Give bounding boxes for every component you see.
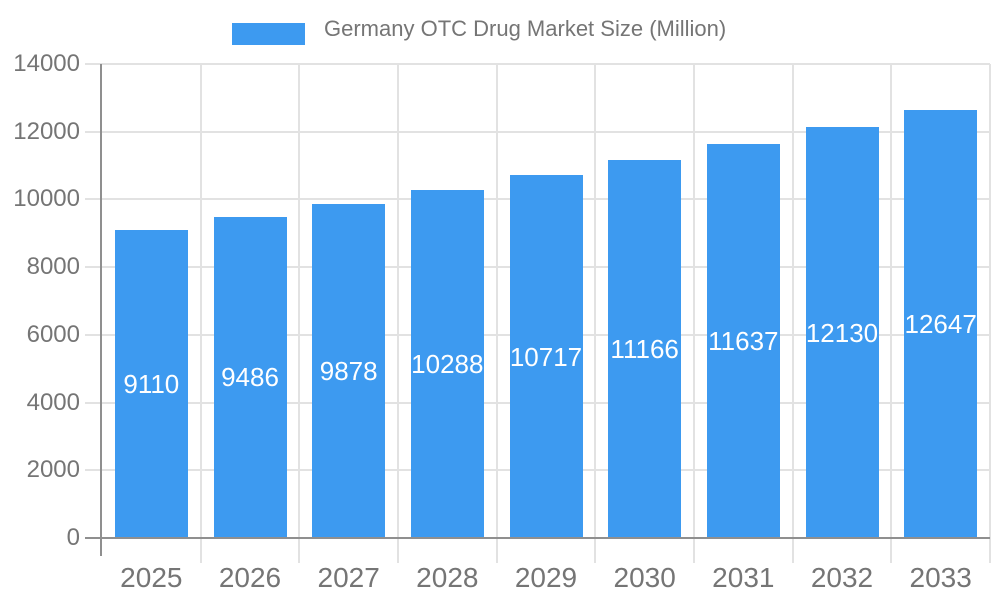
bar-2032[interactable] <box>805 127 879 538</box>
ytick-12000 <box>85 130 102 133</box>
bar-value-label-2030: 11166 <box>610 333 679 364</box>
ytick-4000 <box>85 401 102 404</box>
bar-value-label-2032: 12130 <box>805 317 879 348</box>
x-axis-line <box>85 537 990 539</box>
gridline-x-6 <box>693 64 695 563</box>
y-axis-line <box>100 64 102 556</box>
bar-2028[interactable] <box>410 189 484 538</box>
xtick-label-2029: 2029 <box>514 562 578 593</box>
ytick-label-8000: 8000 <box>26 253 80 281</box>
xtick-label-2025: 2025 <box>120 562 183 593</box>
gridline-y-14000 <box>102 63 990 65</box>
legend-swatch <box>232 23 305 45</box>
bar-value-label-2025: 9110 <box>123 368 180 399</box>
xtick-label-2030: 2030 <box>613 562 676 593</box>
gridline-x-3 <box>397 64 399 563</box>
legend: Germany OTC Drug Market Size (Million) <box>232 16 726 47</box>
ytick-6000 <box>85 333 102 336</box>
chart-title: Germany OTC Drug Market Size (Million) <box>324 16 727 41</box>
bar-value-label-2027: 9878 <box>319 355 378 386</box>
bar-2029[interactable] <box>509 175 583 538</box>
ytick-label-12000: 12000 <box>13 117 80 145</box>
gridline-x-5 <box>594 64 597 563</box>
ytick-label-2000: 2000 <box>26 456 80 484</box>
ytick-label-4000: 4000 <box>26 388 80 416</box>
gridline-y-12000 <box>102 130 990 133</box>
bar-value-label-2033: 12647 <box>904 308 977 339</box>
bar-2027[interactable] <box>312 203 386 538</box>
xtick-label-2033: 2033 <box>909 562 972 593</box>
xtick-label-2031: 2031 <box>712 562 775 593</box>
xtick-label-2026: 2026 <box>218 562 282 593</box>
xtick-label-2028: 2028 <box>416 562 479 593</box>
gridline-x-2 <box>298 64 301 563</box>
ytick-10000 <box>85 198 102 201</box>
ytick-14000 <box>85 63 102 65</box>
bar-value-label-2029: 10717 <box>509 341 583 372</box>
gridline-x-7 <box>791 64 794 563</box>
bar-2030[interactable] <box>608 159 682 538</box>
bar-2033[interactable] <box>904 109 978 538</box>
ytick-2000 <box>85 469 102 472</box>
bar-2026[interactable] <box>213 216 287 538</box>
ytick-label-6000: 6000 <box>26 320 80 348</box>
bar-value-label-2031: 11637 <box>708 326 779 356</box>
gridline-x-4 <box>495 64 498 563</box>
xtick-label-2032: 2032 <box>810 562 874 593</box>
bar-2031[interactable] <box>706 144 780 538</box>
bar-value-label-2026: 9486 <box>221 362 279 393</box>
ytick-label-0: 0 <box>66 524 80 551</box>
ytick-8000 <box>85 266 102 269</box>
ytick-label-10000: 10000 <box>13 185 80 213</box>
ytick-label-14000: 14000 <box>13 50 80 77</box>
gridline-x-9 <box>989 64 991 563</box>
gridline-x-1 <box>199 64 202 563</box>
xtick-label-2027: 2027 <box>317 562 380 593</box>
gridline-x-8 <box>890 64 893 563</box>
plot-area: 0 2000 4000 6000 8000 10000 12000 14000 9110 2025… <box>13 50 991 593</box>
bar-2025[interactable] <box>114 229 188 538</box>
bar-value-label-2028: 10288 <box>411 348 484 379</box>
